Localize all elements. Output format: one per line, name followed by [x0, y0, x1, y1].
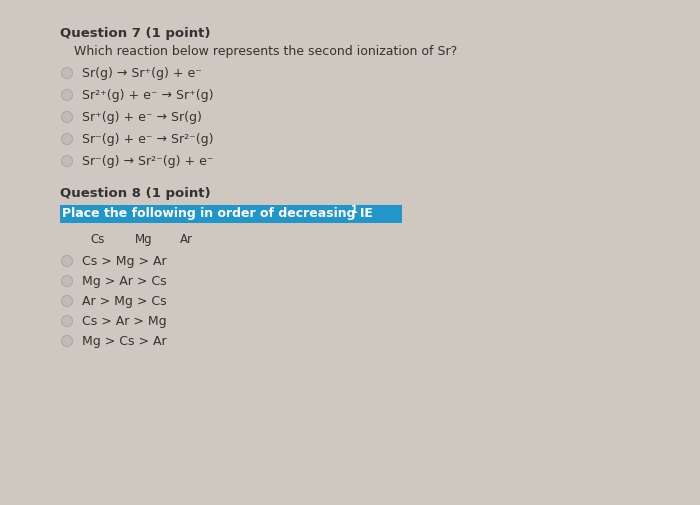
Text: Cs > Mg > Ar: Cs > Mg > Ar — [82, 255, 167, 268]
Text: Sr(g) → Sr⁺(g) + e⁻: Sr(g) → Sr⁺(g) + e⁻ — [82, 67, 202, 80]
Circle shape — [62, 68, 73, 78]
Text: Sr⁻(g) → Sr²⁻(g) + e⁻: Sr⁻(g) → Sr²⁻(g) + e⁻ — [82, 155, 214, 168]
Text: Sr²⁺(g) + e⁻ → Sr⁺(g): Sr²⁺(g) + e⁻ → Sr⁺(g) — [82, 89, 214, 102]
Text: Sr⁻(g) + e⁻ → Sr²⁻(g): Sr⁻(g) + e⁻ → Sr²⁻(g) — [82, 133, 214, 146]
Text: .: . — [360, 207, 365, 220]
Circle shape — [62, 295, 73, 307]
Text: Ar: Ar — [180, 233, 193, 246]
Circle shape — [62, 256, 73, 267]
Text: Mg > Cs > Ar: Mg > Cs > Ar — [82, 335, 167, 348]
Text: Question 7 (1 point): Question 7 (1 point) — [60, 27, 211, 40]
Text: Mg > Ar > Cs: Mg > Ar > Cs — [82, 275, 167, 288]
Text: Cs > Ar > Mg: Cs > Ar > Mg — [82, 315, 167, 328]
Text: Which reaction below represents the second ionization of Sr?: Which reaction below represents the seco… — [74, 45, 457, 58]
FancyBboxPatch shape — [60, 205, 402, 223]
Circle shape — [62, 335, 73, 346]
Circle shape — [62, 316, 73, 327]
Circle shape — [62, 156, 73, 167]
Text: Place the following in order of decreasing IE: Place the following in order of decreasi… — [62, 207, 373, 220]
Text: 1: 1 — [351, 205, 358, 215]
Circle shape — [62, 112, 73, 123]
Text: Question 8 (1 point): Question 8 (1 point) — [60, 187, 211, 200]
Text: Ar > Mg > Cs: Ar > Mg > Cs — [82, 295, 167, 308]
Text: Sr⁺(g) + e⁻ → Sr(g): Sr⁺(g) + e⁻ → Sr(g) — [82, 111, 202, 124]
Text: Cs: Cs — [90, 233, 104, 246]
Circle shape — [62, 89, 73, 100]
Circle shape — [62, 276, 73, 286]
Circle shape — [62, 133, 73, 144]
Text: Mg: Mg — [135, 233, 153, 246]
